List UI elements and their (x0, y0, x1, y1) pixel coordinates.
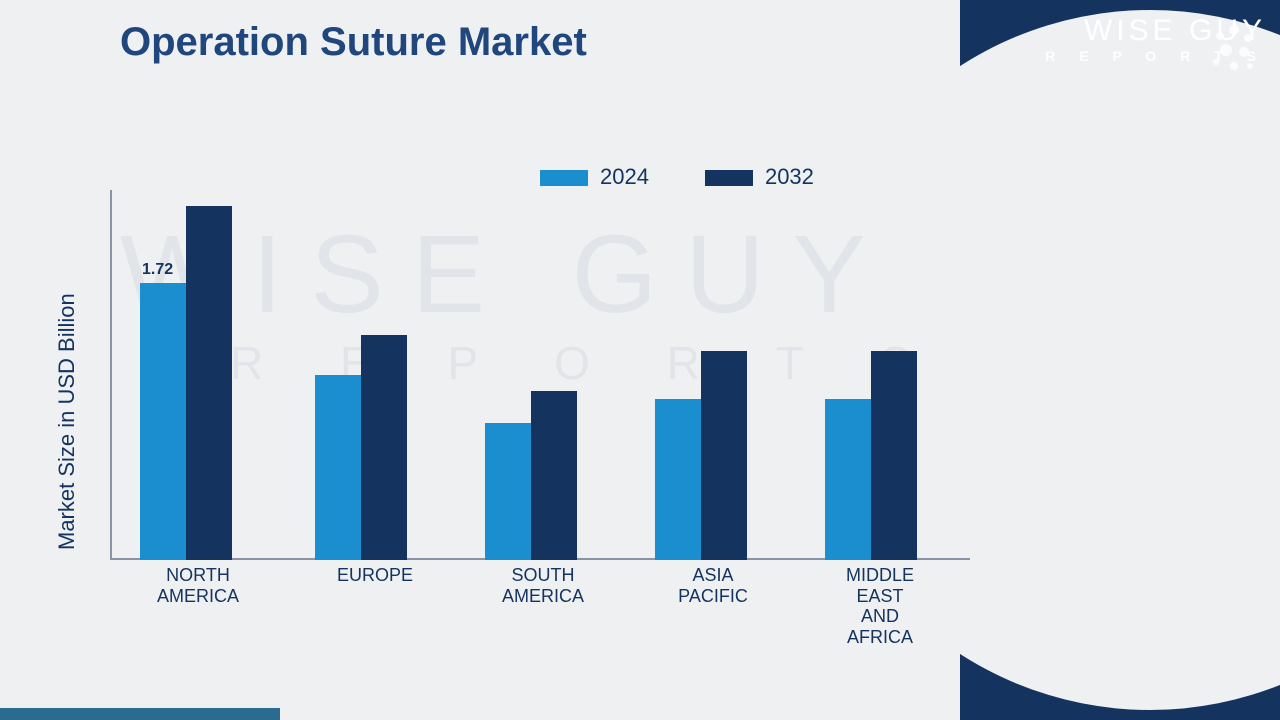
chart-plot: 1.72 (110, 190, 970, 560)
bar-series-a (655, 399, 701, 560)
stage: WISE GUY R E P O R T S Operation Suture … (0, 0, 1280, 720)
footer-accent-bar (0, 708, 280, 720)
logo-head-icon (1200, 16, 1270, 86)
y-axis-label: Market Size in USD Billion (54, 293, 80, 550)
brand-logo: WISE GUY R E P O R T S (1045, 14, 1266, 64)
bar-groups: 1.72 (110, 190, 970, 560)
legend-item-2024: 2024 (540, 164, 649, 190)
legend-swatch-b (705, 170, 753, 186)
category-label: SOUTHAMERICA (473, 565, 613, 606)
bar-series-b (186, 206, 232, 560)
bar-series-a (140, 283, 186, 560)
legend: 2024 2032 (540, 164, 814, 190)
bar-series-b (871, 351, 917, 560)
category-label: ASIAPACIFIC (643, 565, 783, 606)
chart-title: Operation Suture Market (120, 20, 587, 65)
bar-series-a (315, 375, 361, 560)
bar-series-b (361, 335, 407, 560)
bar-series-a (825, 399, 871, 560)
category-label: MIDDLEEASTANDAFRICA (810, 565, 950, 648)
legend-item-2032: 2032 (705, 164, 814, 190)
category-label: NORTHAMERICA (128, 565, 268, 606)
legend-swatch-a (540, 170, 588, 186)
bar-value-label: 1.72 (142, 261, 173, 279)
bar-series-b (531, 391, 577, 560)
bar-series-b (701, 351, 747, 560)
category-label: EUROPE (305, 565, 445, 586)
bar-series-a (485, 423, 531, 560)
